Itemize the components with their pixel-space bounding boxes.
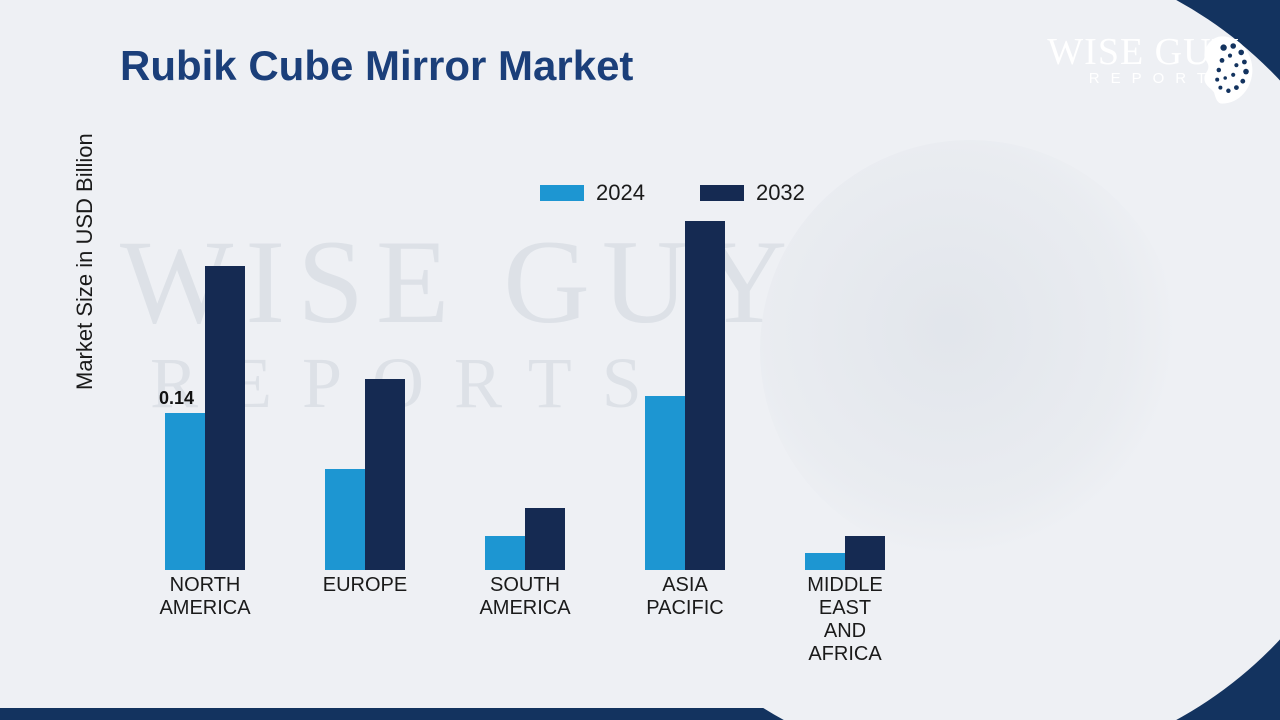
y-axis-label: Market Size in USD Billion — [72, 133, 98, 390]
category-label: MIDDLEEASTANDAFRICA — [775, 574, 915, 666]
bar-value-label: 0.14 — [159, 388, 194, 409]
bar — [485, 536, 525, 570]
bar — [325, 469, 365, 570]
brand-logo: WISE GUY REPORTS — [1047, 30, 1240, 87]
category-label: SOUTHAMERICA — [455, 574, 595, 620]
bar-group — [805, 210, 885, 570]
bar-chart: Market Size in USD Billion 0.14 NORTHAME… — [100, 200, 980, 680]
bar-group: 0.14 — [165, 210, 245, 570]
bar-group — [325, 210, 405, 570]
bar — [645, 396, 685, 570]
page-title: Rubik Cube Mirror Market — [120, 42, 633, 90]
bar — [685, 221, 725, 570]
category-label: ASIAPACIFIC — [615, 574, 755, 620]
category-label: EUROPE — [295, 574, 435, 597]
bar — [525, 508, 565, 570]
legend-swatch-2032 — [700, 185, 744, 201]
bar-group — [485, 210, 565, 570]
bar — [845, 536, 885, 570]
brand-dots-icon — [1182, 30, 1262, 110]
legend-swatch-2024 — [540, 185, 584, 201]
category-labels-row: NORTHAMERICAEUROPESOUTHAMERICAASIAPACIFI… — [140, 570, 970, 680]
bar — [805, 553, 845, 570]
bar — [205, 266, 245, 570]
category-label: NORTHAMERICA — [135, 574, 275, 620]
bar — [165, 413, 205, 571]
bar-group — [645, 210, 725, 570]
plot-area: 0.14 — [140, 210, 970, 570]
bar — [365, 379, 405, 570]
